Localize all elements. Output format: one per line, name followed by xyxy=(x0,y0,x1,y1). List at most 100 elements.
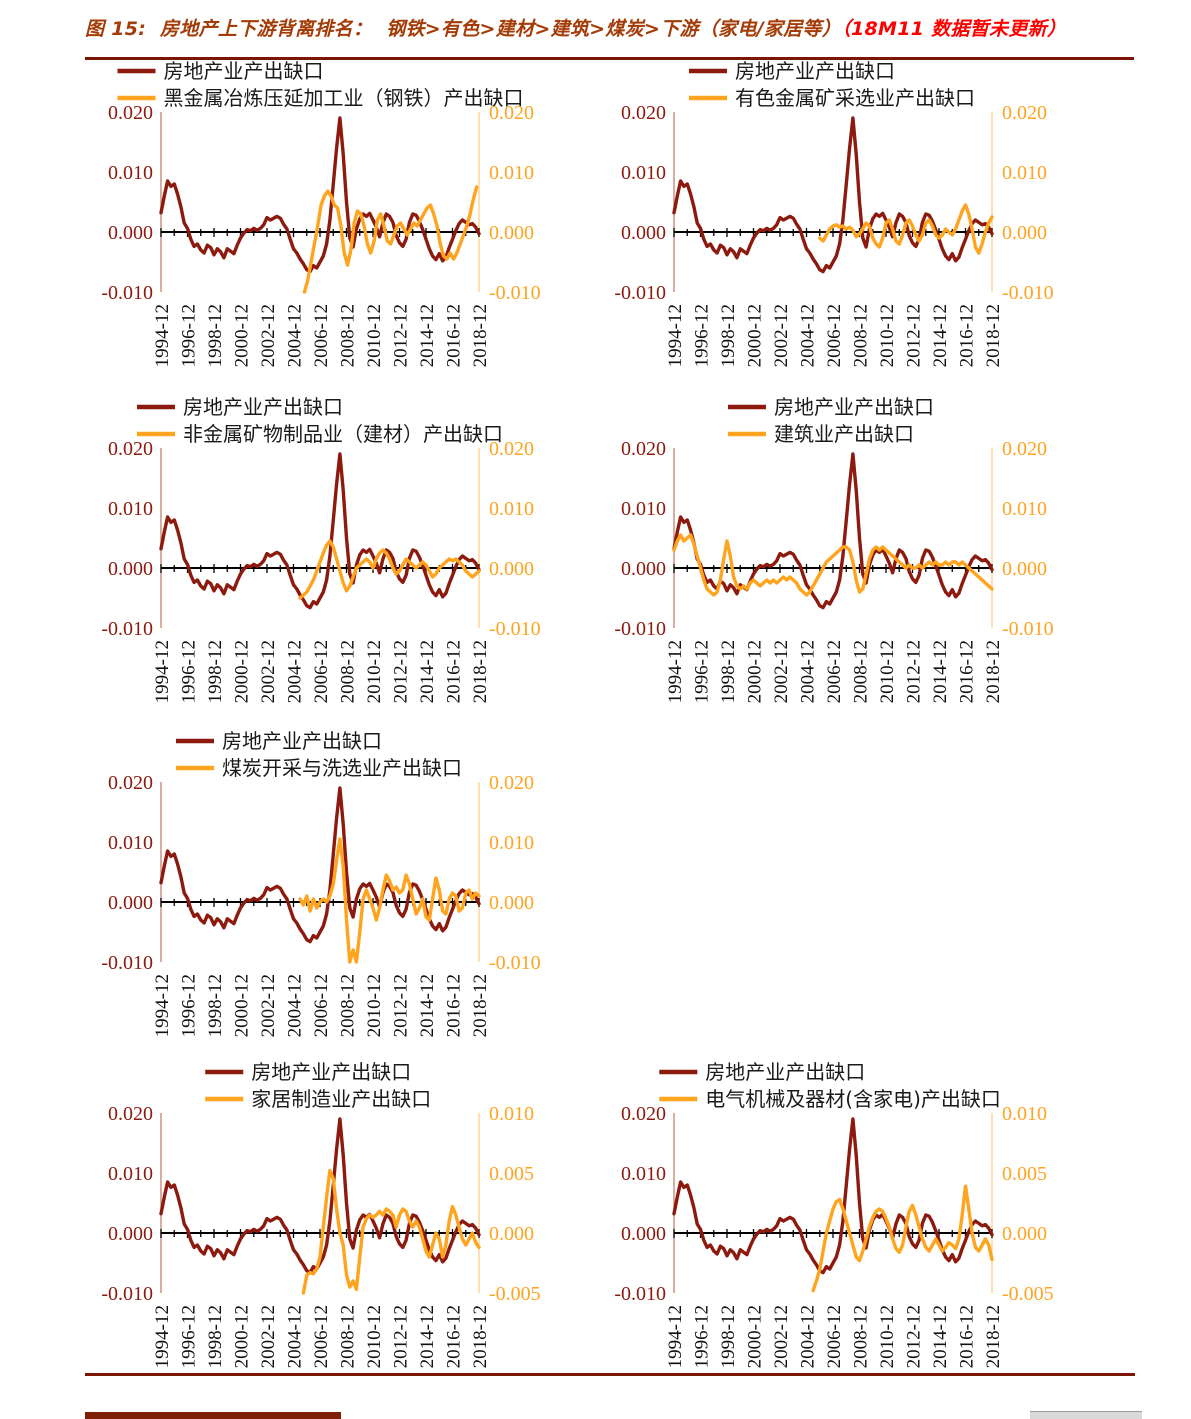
right-axis-tick-label: 0.000 xyxy=(489,892,534,914)
svg-text:房地产业产出缺口: 房地产业产出缺口 xyxy=(222,729,382,753)
x-axis-tick-label: 2008-12 xyxy=(338,974,359,1037)
x-axis-tick-label: 2002-12 xyxy=(258,974,279,1037)
x-axis-tick-label: 2010-12 xyxy=(364,1305,385,1368)
svg-text:家居制造业产出缺口: 家居制造业产出缺口 xyxy=(251,1087,431,1111)
figure-top-rule xyxy=(85,57,1134,60)
left-axis-tick-label: -0.010 xyxy=(614,282,666,304)
series-line xyxy=(818,203,994,255)
series-line xyxy=(301,1168,481,1295)
left-axis-tick-label: 0.020 xyxy=(108,438,153,460)
left-axis-tick-label: 0.010 xyxy=(621,162,666,184)
x-axis-tick-label: 2006-12 xyxy=(311,304,332,367)
x-axis-tick-label: 2008-12 xyxy=(338,640,359,703)
legend-item: 建筑业产出缺口 xyxy=(728,422,914,446)
series-line xyxy=(672,116,994,274)
left-axis-tick-label: 0.010 xyxy=(621,498,666,520)
chart-real-estate-vs-construction: 房地产业产出缺口 建筑业产出缺口 0.020 0.010 0.000 -0.010 0.02… xyxy=(598,393,1058,713)
x-axis-tick-label: 2000-12 xyxy=(745,1305,766,1368)
x-axis-tick-label: 2008-12 xyxy=(338,304,359,367)
right-axis-tick-label: 0.010 xyxy=(489,498,534,520)
x-axis-tick-label: 2010-12 xyxy=(877,1305,898,1368)
figure-title: 图 15: 房地产上下游背离排名： 钢铁>有色>建材>建筑>煤炭>下游（家电/家… xyxy=(85,14,1145,41)
x-axis-tick-label: 2010-12 xyxy=(877,304,898,367)
chart-real-estate-vs-steel: 房地产业产出缺口黑金属冶炼压延加工业（钢铁）产出缺口 0.020 0.010 0.00… xyxy=(85,57,551,377)
legend-item: 房地产业产出缺口 xyxy=(117,59,324,83)
left-axis-tick-label: 0.010 xyxy=(108,498,153,520)
x-axis-tick-label: 2004-12 xyxy=(285,1305,306,1368)
x-axis-tick-label: 2012-12 xyxy=(391,304,412,367)
legend-item: 电气机械及器材(含家电)产出缺口 xyxy=(659,1087,1001,1111)
series-line xyxy=(298,837,481,964)
x-axis-tick-label: 2012-12 xyxy=(391,974,412,1037)
right-axis-tick-label: 0.020 xyxy=(1002,438,1047,460)
chart-real-estate-vs-nonferrous: 房地产业产出缺口 有色金属矿采选业产出缺口 0.020 0.010 0.000 -0.01… xyxy=(598,57,1058,377)
chart-real-estate-vs-building-materials: 房地产业产出缺口 非金属矿物制品业（建材）产出缺口 0.020 0.010 0.000-… xyxy=(85,393,551,713)
left-axis-tick-label: 0.000 xyxy=(108,892,153,914)
left-axis-tick-label: -0.010 xyxy=(614,1283,666,1305)
figure-title-note: （18M11 数据暂未更新） xyxy=(841,18,1067,40)
right-axis-tick-label: -0.005 xyxy=(1002,1283,1054,1305)
right-axis-tick-label: 0.020 xyxy=(1002,102,1047,124)
x-axis-tick-label: 1998-12 xyxy=(205,304,226,367)
next-section-rule-partial xyxy=(85,1412,341,1419)
left-axis-tick-label: 0.000 xyxy=(108,222,153,244)
left-axis-tick-label: 0.020 xyxy=(621,438,666,460)
x-axis-tick-label: 2002-12 xyxy=(771,304,792,367)
x-axis-tick-label: 2014-12 xyxy=(417,304,438,367)
figure-title-text: 图 15: 房地产上下游背离排名： 钢铁>有色>建材>建筑>煤炭>下游（家电/家… xyxy=(85,18,842,40)
left-axis-tick-label: -0.010 xyxy=(101,618,153,640)
x-axis-tick-label: 2002-12 xyxy=(258,1305,279,1368)
x-axis-tick-label: 2014-12 xyxy=(930,304,951,367)
series-line xyxy=(159,452,481,610)
left-axis-tick-label: 0.020 xyxy=(108,102,153,124)
x-axis-tick-label: 2002-12 xyxy=(258,304,279,367)
left-axis-tick-label: 0.020 xyxy=(621,1103,666,1125)
legend-item: 房地产业产出缺口 xyxy=(659,1060,865,1084)
chart-real-estate-vs-electrical-appliances: 房地产业产出缺口 电气机械及器材(含家电)产出缺口 0.020 0.010 0.000 -… xyxy=(598,1058,1058,1378)
series-line xyxy=(159,116,481,274)
series-line xyxy=(302,185,479,294)
right-axis-tick-label: 0.010 xyxy=(489,1103,534,1125)
series-line xyxy=(672,1117,994,1275)
left-axis-tick-label: -0.010 xyxy=(614,618,666,640)
svg-text:电气机械及器材(含家电)产出缺口: 电气机械及器材(含家电)产出缺口 xyxy=(705,1087,1001,1111)
x-axis-tick-label: 2012-12 xyxy=(391,1305,412,1368)
x-axis-tick-label: 2004-12 xyxy=(285,304,306,367)
x-axis-tick-label: 1998-12 xyxy=(205,974,226,1037)
svg-text:黑金属冶炼压延加工业（钢铁）产出缺口: 黑金属冶炼压延加工业（钢铁）产出缺口 xyxy=(164,86,524,110)
right-axis-tick-label: 0.005 xyxy=(1002,1163,1047,1185)
series-line xyxy=(811,1184,994,1293)
left-axis-tick-label: 0.020 xyxy=(621,102,666,124)
x-axis-tick-label: 2004-12 xyxy=(798,640,819,703)
x-axis-tick-label: 2006-12 xyxy=(824,640,845,703)
x-axis-tick-label: 2008-12 xyxy=(851,1305,872,1368)
right-axis-tick-label: 0.000 xyxy=(489,1223,534,1245)
left-axis-tick-label: 0.010 xyxy=(621,1163,666,1185)
x-axis-tick-label: 2016-12 xyxy=(957,304,978,367)
legend-item: 黑金属冶炼压延加工业（钢铁）产出缺口 xyxy=(117,86,524,110)
x-axis-tick-label: 1994-12 xyxy=(665,640,686,703)
legend-item: 房地产业产出缺口 xyxy=(176,729,382,753)
x-axis-tick-label: 2018-12 xyxy=(470,304,491,367)
x-axis-tick-label: 2002-12 xyxy=(771,1305,792,1368)
left-axis-tick-label: 0.020 xyxy=(108,772,153,794)
x-axis-tick-label: 2010-12 xyxy=(877,640,898,703)
svg-text:房地产业产出缺口: 房地产业产出缺口 xyxy=(705,1060,865,1084)
x-axis-tick-label: 2012-12 xyxy=(391,640,412,703)
right-axis-tick-label: 0.020 xyxy=(489,438,534,460)
x-axis-tick-label: 1998-12 xyxy=(718,640,739,703)
svg-text:房地产业产出缺口: 房地产业产出缺口 xyxy=(164,59,324,83)
left-axis-tick-label: 0.000 xyxy=(108,558,153,580)
legend-item: 房地产业产出缺口 xyxy=(689,59,895,83)
left-axis-tick-label: 0.010 xyxy=(108,1163,153,1185)
right-axis-tick-label: 0.010 xyxy=(1002,498,1047,520)
svg-text:非金属矿物制品业（建材）产出缺口: 非金属矿物制品业（建材）产出缺口 xyxy=(183,422,503,446)
svg-text:有色金属矿采选业产出缺口: 有色金属矿采选业产出缺口 xyxy=(735,86,975,110)
x-axis-tick-label: 2000-12 xyxy=(745,640,766,703)
svg-text:房地产业产出缺口: 房地产业产出缺口 xyxy=(774,395,934,419)
right-axis-tick-label: 0.010 xyxy=(489,162,534,184)
